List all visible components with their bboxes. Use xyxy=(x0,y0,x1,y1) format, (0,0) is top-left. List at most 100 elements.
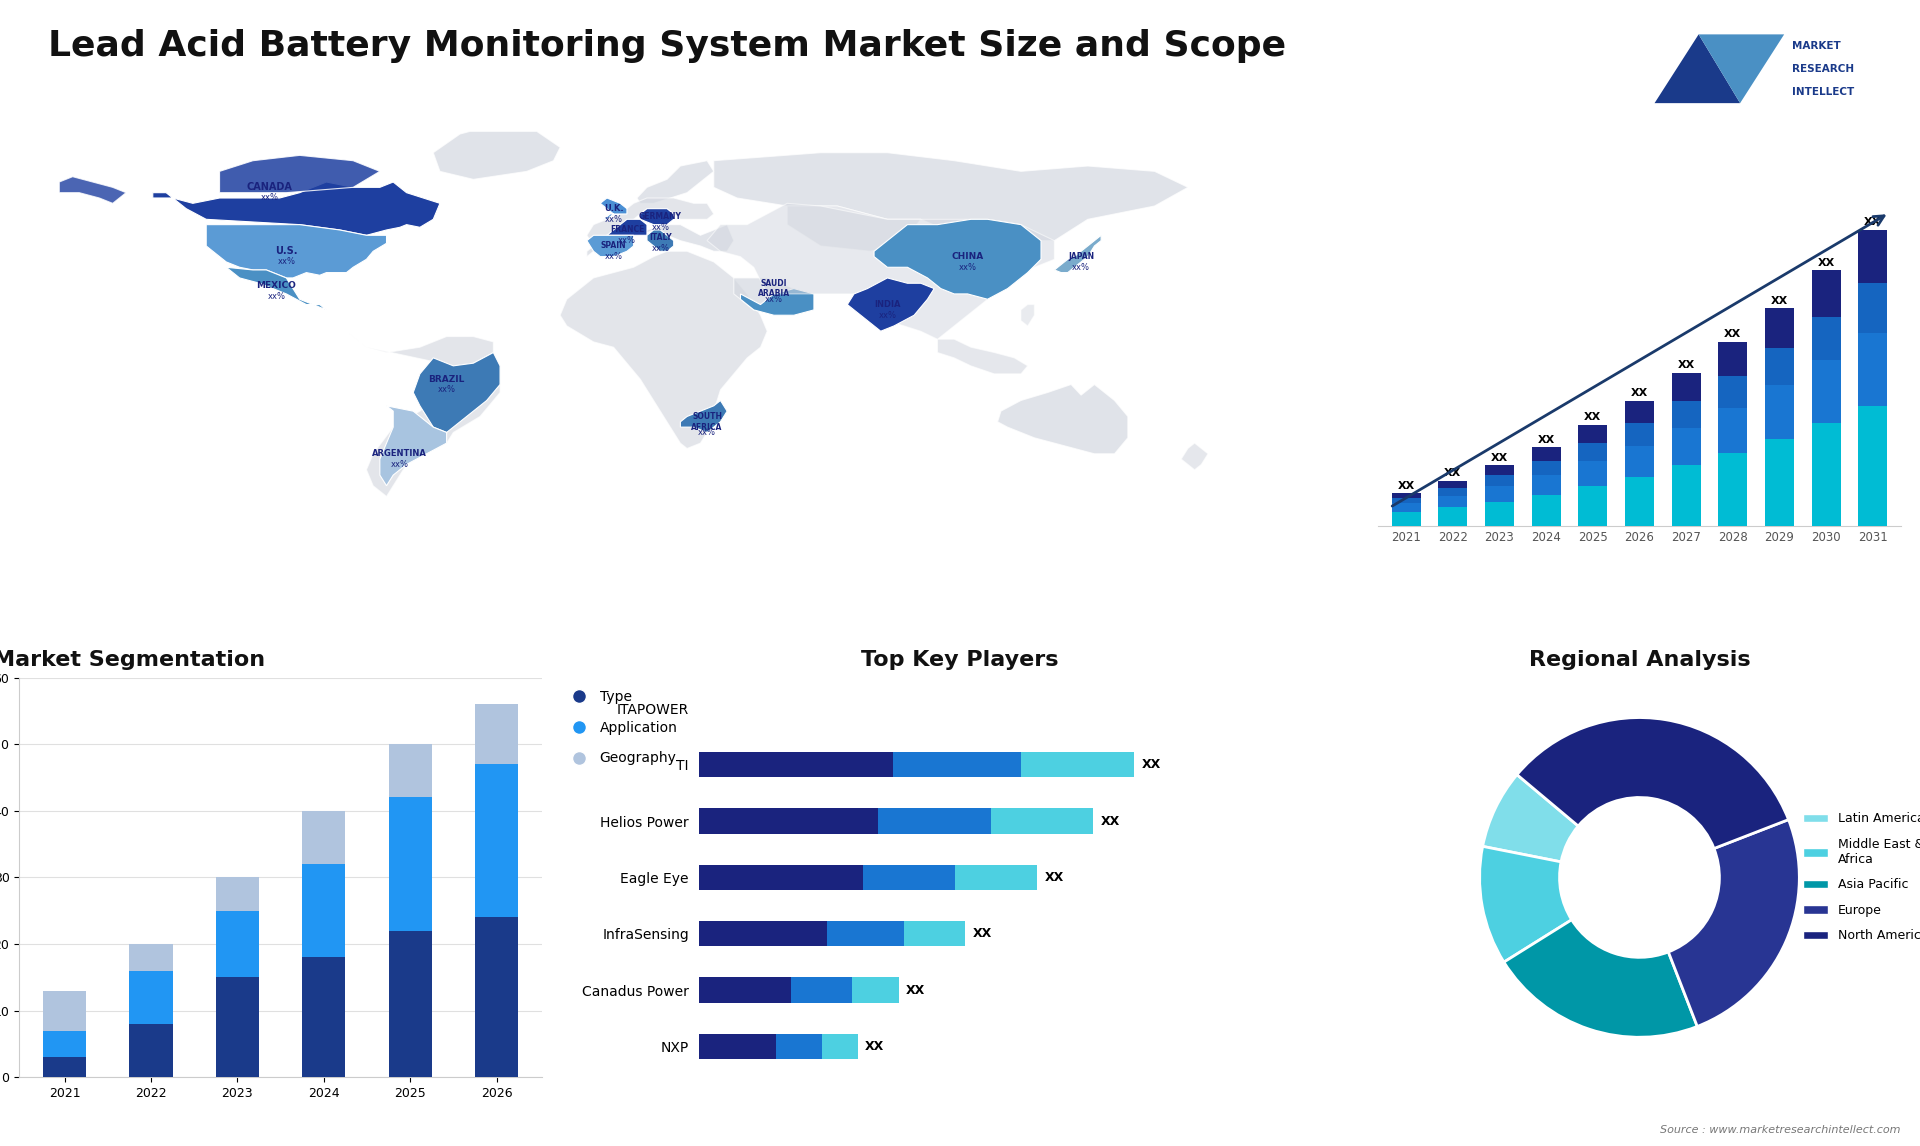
Text: SPAIN: SPAIN xyxy=(601,242,626,251)
Text: ITALY: ITALY xyxy=(649,234,672,243)
Polygon shape xyxy=(1655,34,1740,103)
Polygon shape xyxy=(847,278,935,331)
Bar xyxy=(1764,347,1793,385)
Bar xyxy=(1764,439,1793,526)
Bar xyxy=(1859,333,1887,407)
Bar xyxy=(215,911,259,978)
Polygon shape xyxy=(998,385,1127,454)
Bar xyxy=(129,944,173,971)
Polygon shape xyxy=(588,235,634,257)
Bar xyxy=(1484,502,1515,526)
Text: ARGENTINA: ARGENTINA xyxy=(372,449,428,458)
Text: CHINA: CHINA xyxy=(952,252,983,261)
Bar xyxy=(1578,444,1607,461)
Bar xyxy=(1718,453,1747,526)
Bar xyxy=(215,878,259,911)
Polygon shape xyxy=(787,206,922,251)
Bar xyxy=(42,1030,86,1058)
Text: GERMANY: GERMANY xyxy=(639,212,682,221)
Text: XX: XX xyxy=(1100,815,1119,827)
Bar xyxy=(388,744,432,798)
Polygon shape xyxy=(227,267,326,309)
Bar xyxy=(1764,308,1793,347)
Polygon shape xyxy=(1699,34,1784,103)
Bar xyxy=(1812,423,1841,526)
Text: xx%: xx% xyxy=(1071,262,1091,272)
Bar xyxy=(1484,476,1515,486)
Polygon shape xyxy=(219,156,380,193)
Text: XX: XX xyxy=(1770,296,1788,306)
Bar xyxy=(699,921,828,947)
Text: xx%: xx% xyxy=(764,295,783,304)
Title: Top Key Players: Top Key Players xyxy=(862,651,1058,670)
Bar xyxy=(301,864,346,957)
Bar xyxy=(904,921,966,947)
Text: XX: XX xyxy=(1630,388,1647,399)
Bar xyxy=(1672,427,1701,465)
Bar xyxy=(1484,486,1515,502)
Bar xyxy=(388,798,432,931)
Polygon shape xyxy=(588,198,714,251)
Text: XX: XX xyxy=(1398,481,1415,490)
Text: JAPAN: JAPAN xyxy=(1068,252,1094,261)
Wedge shape xyxy=(1503,920,1697,1037)
Bar xyxy=(42,990,86,1030)
Text: MEXICO: MEXICO xyxy=(257,282,296,290)
Text: xx%: xx% xyxy=(699,427,716,437)
Bar xyxy=(1392,503,1421,511)
Bar xyxy=(1438,481,1467,488)
Text: MARKET: MARKET xyxy=(1791,41,1841,50)
Polygon shape xyxy=(1021,305,1035,325)
Text: XX: XX xyxy=(1864,217,1882,227)
Text: XX: XX xyxy=(866,1039,885,1053)
Polygon shape xyxy=(733,278,814,315)
Polygon shape xyxy=(601,198,628,219)
Text: xx%: xx% xyxy=(261,194,278,203)
Text: XX: XX xyxy=(1142,759,1162,771)
Bar xyxy=(1812,360,1841,423)
Text: XX: XX xyxy=(1538,434,1555,445)
Text: Source : www.marketresearchintellect.com: Source : www.marketresearchintellect.com xyxy=(1661,1124,1901,1135)
Title: Regional Analysis: Regional Analysis xyxy=(1528,651,1751,670)
Wedge shape xyxy=(1480,847,1572,963)
Text: SOUTH
AFRICA: SOUTH AFRICA xyxy=(691,413,722,432)
Bar xyxy=(1578,425,1607,444)
Text: xx%: xx% xyxy=(958,262,977,272)
Bar xyxy=(1718,342,1747,376)
Bar xyxy=(776,1034,822,1059)
Polygon shape xyxy=(561,251,768,448)
Bar xyxy=(474,918,518,1077)
Text: XX: XX xyxy=(1490,453,1507,463)
Polygon shape xyxy=(60,176,127,203)
Wedge shape xyxy=(1482,775,1578,862)
Bar xyxy=(991,808,1092,834)
Text: XX: XX xyxy=(973,927,993,940)
Bar xyxy=(1859,283,1887,333)
Text: xx%: xx% xyxy=(267,292,286,301)
Bar xyxy=(42,1058,86,1077)
Text: xx%: xx% xyxy=(618,236,636,245)
Bar xyxy=(1672,465,1701,526)
Polygon shape xyxy=(937,339,1027,374)
Text: xx%: xx% xyxy=(651,244,670,253)
Bar xyxy=(1812,316,1841,360)
Bar xyxy=(1859,407,1887,526)
Polygon shape xyxy=(647,230,674,251)
Text: XX: XX xyxy=(1678,360,1695,370)
Polygon shape xyxy=(874,219,1041,299)
Bar xyxy=(301,811,346,864)
Text: INDIA: INDIA xyxy=(874,300,900,309)
Polygon shape xyxy=(637,160,714,203)
Text: XX: XX xyxy=(1818,258,1836,268)
Bar xyxy=(699,808,877,834)
Polygon shape xyxy=(741,289,814,315)
Bar xyxy=(1624,477,1653,526)
Text: xx%: xx% xyxy=(879,311,897,320)
Text: XX: XX xyxy=(906,983,925,997)
Bar xyxy=(862,865,954,890)
Polygon shape xyxy=(714,152,1188,241)
Bar xyxy=(129,1025,173,1077)
Text: xx%: xx% xyxy=(651,222,670,231)
Bar xyxy=(474,705,518,764)
Polygon shape xyxy=(680,400,728,432)
